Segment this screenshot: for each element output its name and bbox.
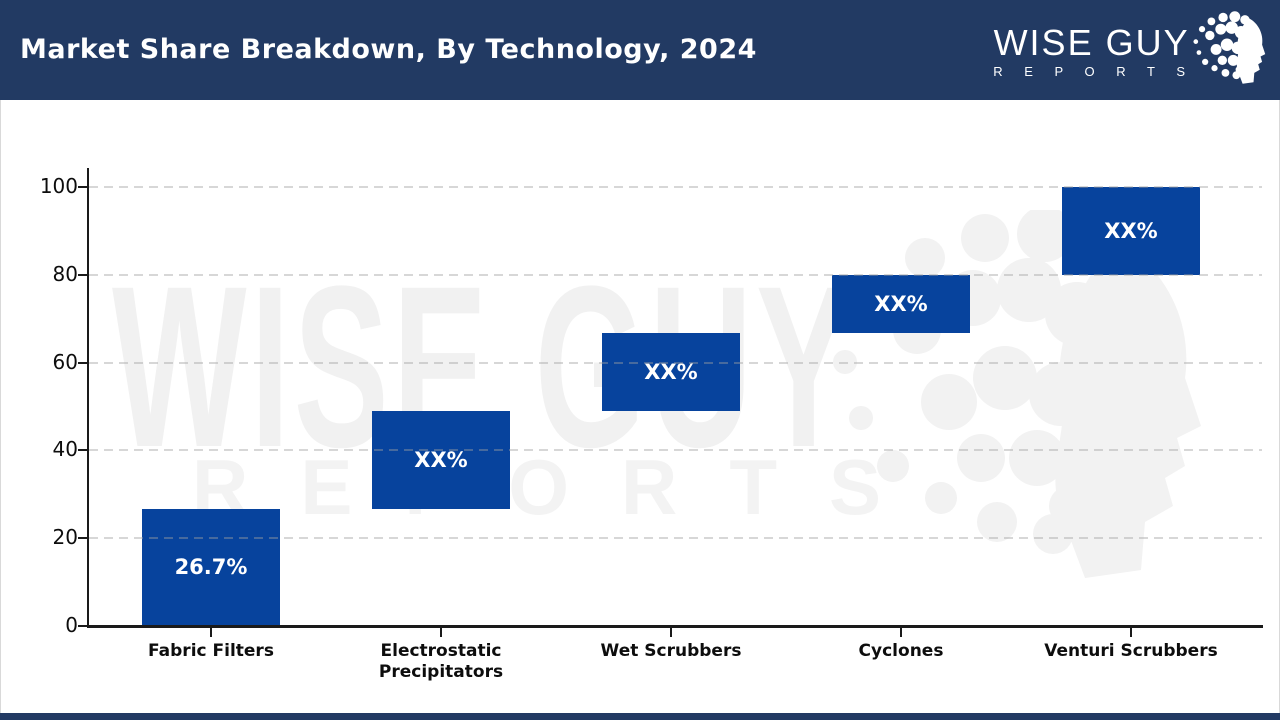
- x-category-label: Venturi Scrubbers: [1044, 641, 1218, 661]
- bar-segment: XX%: [1062, 187, 1200, 275]
- y-tick-mark: [78, 273, 87, 276]
- x-category-label: Wet Scrubbers: [600, 641, 742, 661]
- header-bar: Market Share Breakdown, By Technology, 2…: [0, 0, 1280, 100]
- x-tick-mark: [670, 628, 672, 637]
- y-tick-label: 60: [52, 349, 78, 374]
- y-tick-mark: [78, 537, 87, 540]
- bar-value-label: 26.7%: [174, 555, 248, 580]
- bar-value-label: XX%: [414, 447, 468, 472]
- y-axis-spine: [87, 168, 89, 627]
- x-tick-mark: [1130, 628, 1132, 637]
- gridline: [89, 273, 1262, 276]
- y-tick-label: 40: [52, 437, 78, 462]
- x-tick-mark: [210, 628, 212, 637]
- dotted-head-watermark-icon: [833, 206, 1201, 578]
- footer-bar: [0, 713, 1280, 720]
- bar-segment: XX%: [602, 333, 740, 411]
- x-category-label: Fabric Filters: [148, 641, 274, 661]
- dotted-head-icon: [1193, 11, 1266, 84]
- x-tick-mark: [900, 628, 902, 637]
- bar-value-label: XX%: [1104, 218, 1158, 243]
- x-tick-mark: [440, 628, 442, 637]
- bar-segment: XX%: [372, 410, 510, 509]
- logo-reports-label: R E P O R T S: [993, 63, 1194, 79]
- gridline: [89, 449, 1262, 452]
- bar-value-label: XX%: [644, 360, 698, 385]
- y-tick-mark: [78, 625, 87, 627]
- x-category-label: Electrostatic Precipitators: [378, 641, 504, 682]
- y-tick-mark: [78, 186, 87, 188]
- y-tick-label: 0: [65, 613, 78, 637]
- bar-segment: XX%: [832, 274, 970, 334]
- x-category-label: Cyclones: [858, 641, 944, 661]
- y-tick-label: 80: [52, 261, 78, 286]
- y-tick-mark: [78, 449, 87, 452]
- bar-segment: 26.7%: [142, 508, 280, 626]
- logo-wiseguy-label: WISE GUY: [993, 21, 1190, 63]
- wise-guy-reports-logo: WISE GUY R E P O R T S: [989, 8, 1266, 94]
- chart-title: Market Share Breakdown, By Technology, 2…: [20, 34, 757, 65]
- watermark-reports-text: REPORTS: [192, 443, 934, 531]
- bar-value-label: XX%: [874, 291, 928, 316]
- gridline: [89, 361, 1262, 364]
- x-axis-spine: [87, 625, 1263, 628]
- y-tick-label: 100: [39, 174, 78, 198]
- gridline: [89, 186, 1262, 188]
- gridline: [89, 537, 1262, 540]
- logo-text: WISE GUY R E P O R T S: [989, 21, 1194, 79]
- y-tick-mark: [78, 361, 87, 364]
- y-tick-label: 20: [52, 525, 78, 550]
- logo-head: [1188, 10, 1266, 92]
- watermark-head-logo: [790, 206, 1220, 614]
